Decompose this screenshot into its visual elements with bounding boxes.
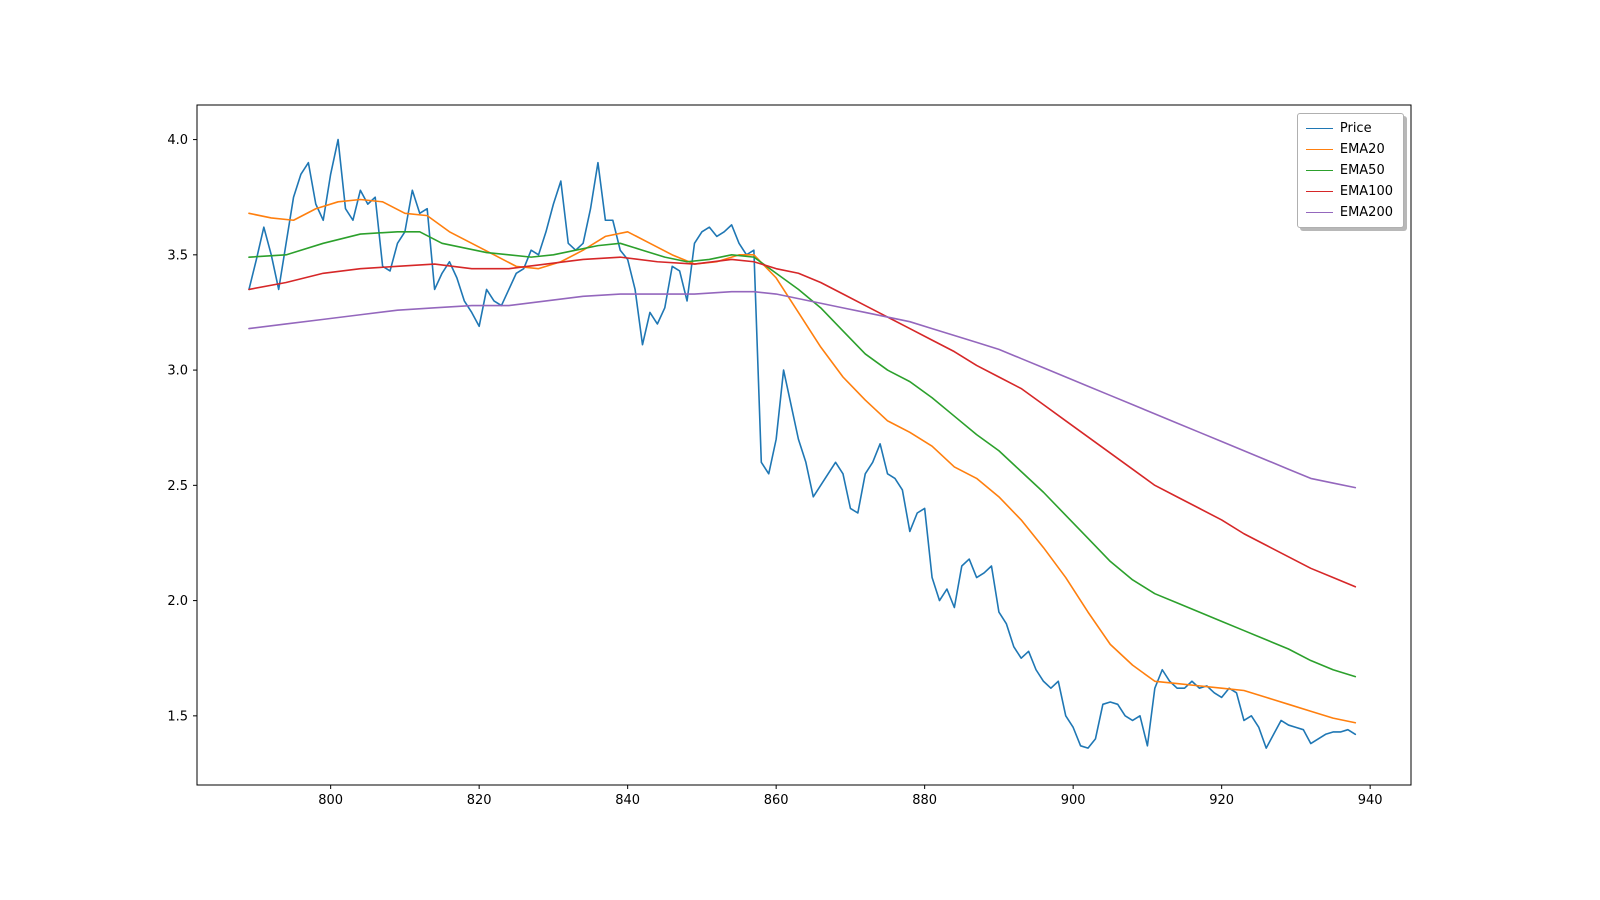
x-tick-label: 940 [1358,793,1383,808]
x-tick-label: 900 [1061,793,1086,808]
series-line-price [248,138,1357,749]
legend-line-swatch [1305,212,1333,213]
x-tick-label: 880 [912,793,937,808]
legend-item-price: Price [1305,119,1393,138]
legend-item-ema20: EMA20 [1305,140,1393,159]
y-tick-label: 2.0 [167,594,188,609]
plot-frame [196,104,1412,786]
legend-item-ema200: EMA200 [1305,203,1393,222]
y-tick-label: 2.5 [167,479,188,494]
legend-label: EMA200 [1339,205,1393,220]
legend: Price EMA20 EMA50 EMA100 EMA200 [1296,113,1404,228]
x-tick-label: 920 [1209,793,1234,808]
legend-line-swatch [1305,170,1333,171]
y-tick-label: 3.5 [167,248,188,263]
series-line-ema20 [248,198,1357,724]
legend-line-swatch [1305,191,1333,192]
series-line-ema200 [248,290,1357,489]
x-tick-label: 820 [467,793,492,808]
legend-label: EMA20 [1339,142,1385,157]
y-tick-label: 3.0 [167,364,188,379]
legend-label: EMA50 [1339,163,1385,178]
legend-label: EMA100 [1339,184,1393,199]
legend-line-swatch [1305,149,1333,150]
series-line-ema50 [248,230,1357,678]
x-tick-label: 860 [764,793,789,808]
legend-item-ema100: EMA100 [1305,182,1393,201]
y-tick-label: 1.5 [167,709,188,724]
x-tick-label: 800 [318,793,343,808]
y-tick-label: 4.0 [167,133,188,148]
x-tick-label: 840 [615,793,640,808]
legend-item-ema50: EMA50 [1305,161,1393,180]
legend-label: Price [1339,121,1372,136]
legend-line-swatch [1305,128,1333,129]
series-line-ema100 [248,256,1357,588]
